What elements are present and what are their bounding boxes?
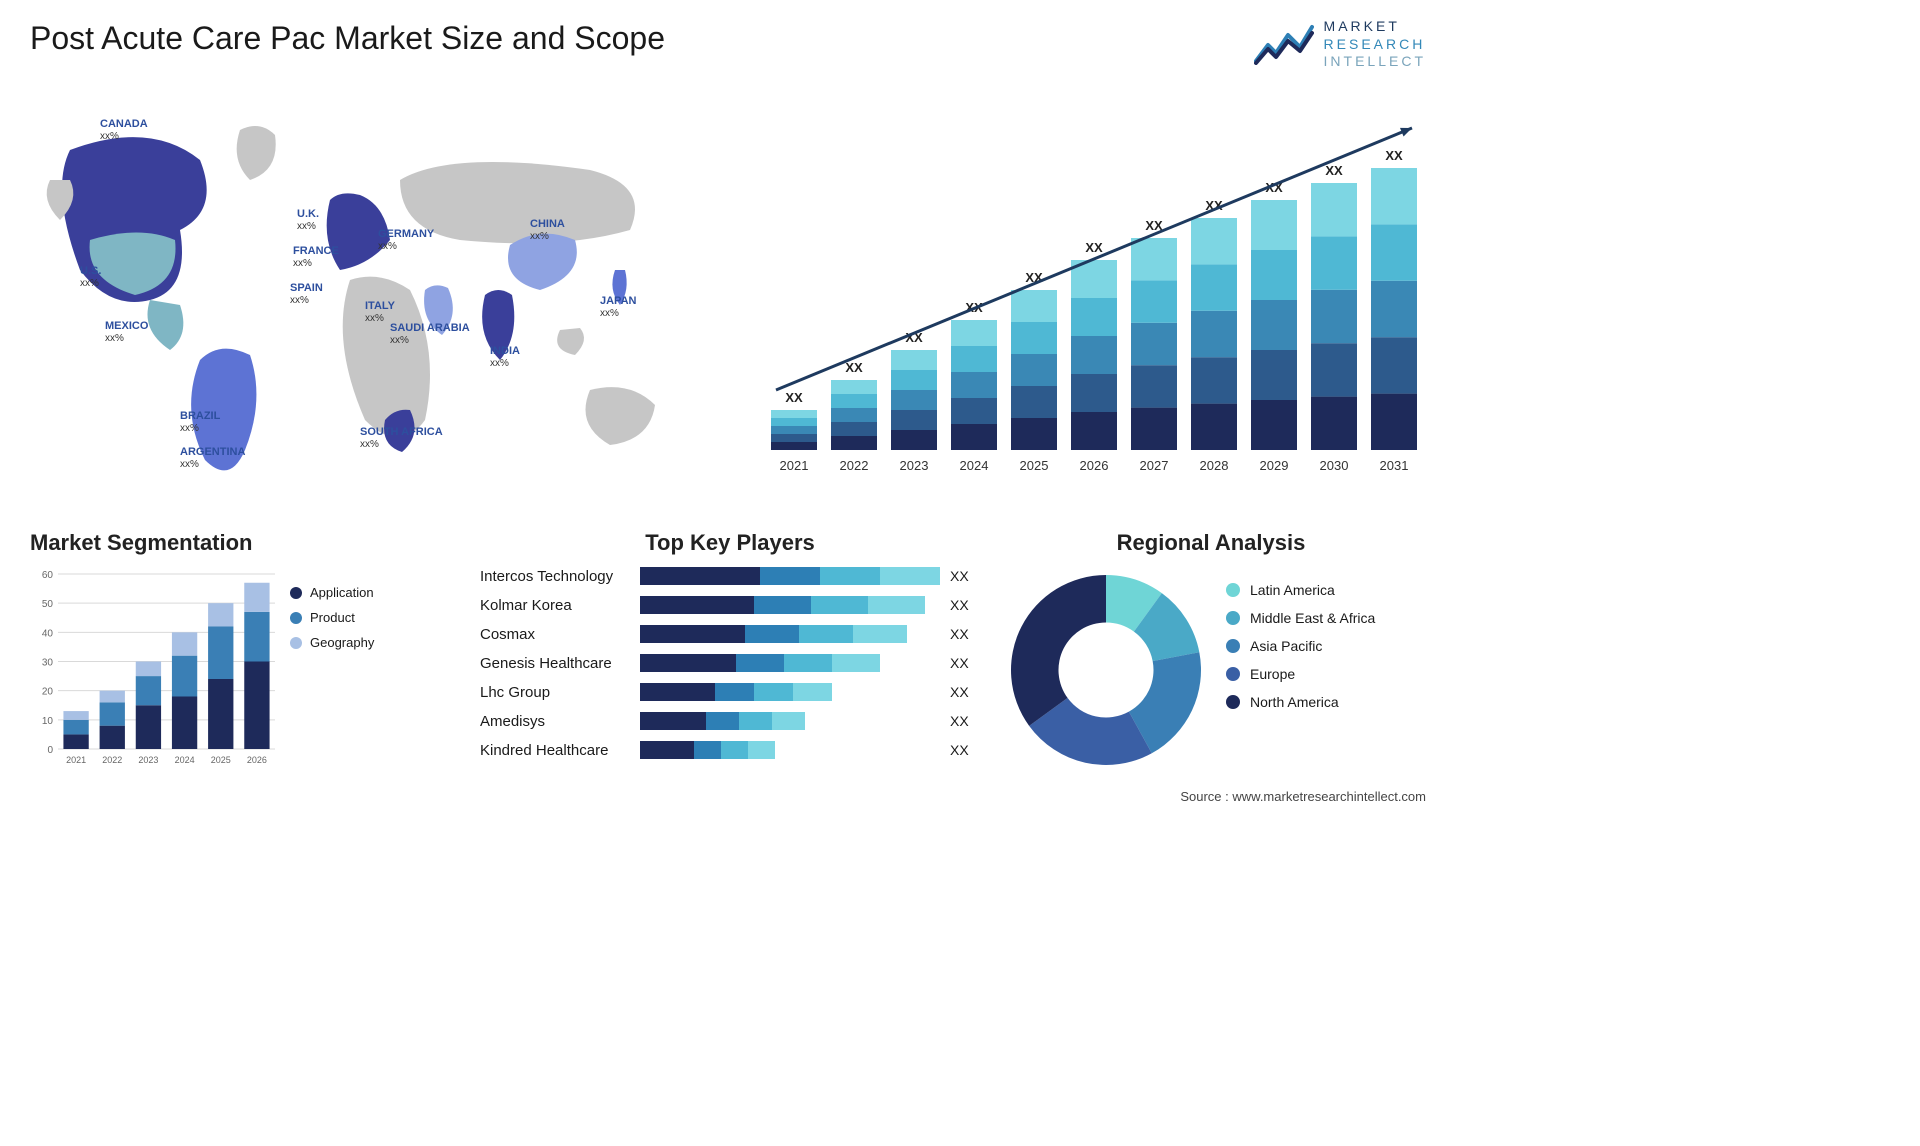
svg-text:60: 60	[42, 570, 54, 581]
country-label: SOUTH AFRICAxx%	[360, 426, 443, 450]
svg-text:2022: 2022	[102, 755, 122, 765]
market-segmentation: Market Segmentation 0 10 20 30 40 50 60 2021 202…	[30, 530, 450, 780]
player-row: Cosmax XX	[480, 622, 980, 646]
player-value: XX	[950, 684, 980, 700]
svg-text:2025: 2025	[211, 755, 231, 765]
svg-text:2030: 2030	[1320, 458, 1349, 473]
svg-text:2024: 2024	[960, 458, 989, 473]
svg-text:2026: 2026	[1080, 458, 1109, 473]
country-label: U.K.xx%	[297, 208, 319, 232]
svg-text:2023: 2023	[138, 755, 158, 765]
svg-text:30: 30	[42, 658, 54, 669]
legend-item: Latin America	[1226, 582, 1375, 598]
top-key-players: Top Key Players Intercos TechnologyXXKol…	[480, 530, 980, 780]
svg-text:2031: 2031	[1380, 458, 1409, 473]
country-label: SAUDI ARABIAxx%	[390, 322, 470, 346]
legend-item: Middle East & Africa	[1226, 610, 1375, 626]
svg-text:20: 20	[42, 687, 54, 698]
svg-text:2023: 2023	[900, 458, 929, 473]
country-label: CANADAxx%	[100, 118, 148, 142]
svg-text:2021: 2021	[780, 458, 809, 473]
logo-icon	[1254, 23, 1314, 65]
player-value: XX	[950, 713, 980, 729]
country-label: INDIAxx%	[490, 345, 520, 369]
segmentation-title: Market Segmentation	[30, 530, 450, 556]
player-name: Lhc Group	[480, 684, 640, 701]
svg-text:0: 0	[47, 745, 53, 756]
page-title: Post Acute Care Pac Market Size and Scop…	[30, 20, 665, 57]
player-name: Amedisys	[480, 713, 640, 730]
country-label: CHINAxx%	[530, 218, 565, 242]
country-label: ITALYxx%	[365, 300, 395, 324]
svg-text:50: 50	[42, 599, 54, 610]
svg-text:2022: 2022	[840, 458, 869, 473]
svg-text:2026: 2026	[247, 755, 267, 765]
world-map: CANADAxx% U.S.xx% MEXICOxx% BRAZILxx% ARGENT…	[30, 90, 730, 490]
player-name: Genesis Healthcare	[480, 655, 640, 672]
regional-title: Regional Analysis	[1117, 530, 1306, 556]
logo-text: MARKET RESEARCH INTELLECT	[1324, 18, 1426, 71]
player-row: Genesis Healthcare XX	[480, 651, 980, 675]
country-label: MEXICOxx%	[105, 320, 148, 344]
growth-chart: 2021XX2022XX2023XX2024XX2025XX2026XX2027…	[766, 105, 1426, 485]
legend-item: Geography	[290, 635, 374, 650]
player-row: Intercos Technology XX	[480, 564, 980, 588]
country-label: BRAZILxx%	[180, 410, 220, 434]
svg-text:XX: XX	[1325, 163, 1343, 178]
country-label: JAPANxx%	[600, 295, 636, 319]
source-note: Source : www.marketresearchintellect.com	[1180, 789, 1426, 804]
player-value: XX	[950, 626, 980, 642]
svg-text:2027: 2027	[1140, 458, 1169, 473]
svg-text:XX: XX	[1385, 148, 1403, 163]
svg-text:XX: XX	[845, 360, 863, 375]
player-row: Lhc Group XX	[480, 680, 980, 704]
player-name: Cosmax	[480, 626, 640, 643]
player-name: Kindred Healthcare	[480, 742, 640, 759]
country-label: SPAINxx%	[290, 282, 323, 306]
legend-item: Product	[290, 610, 374, 625]
players-title: Top Key Players	[480, 530, 980, 556]
player-row: Amedisys XX	[480, 709, 980, 733]
regional-legend: Latin America Middle East & Africa Asia Pa…	[1226, 570, 1375, 780]
regional-analysis: Regional Analysis Latin America Middle Ea…	[996, 530, 1426, 780]
country-label: U.S.xx%	[80, 265, 101, 289]
player-row: Kolmar Korea XX	[480, 593, 980, 617]
svg-text:2021: 2021	[66, 755, 86, 765]
svg-text:XX: XX	[785, 390, 803, 405]
country-label: FRANCExx%	[293, 245, 339, 269]
legend-item: Application	[290, 585, 374, 600]
svg-text:2024: 2024	[175, 755, 195, 765]
svg-text:10: 10	[42, 716, 54, 727]
legend-item: Asia Pacific	[1226, 638, 1375, 654]
player-value: XX	[950, 655, 980, 671]
player-value: XX	[950, 597, 980, 613]
player-value: XX	[950, 568, 980, 584]
player-row: Kindred Healthcare XX	[480, 738, 980, 762]
country-label: GERMANYxx%	[378, 228, 434, 252]
svg-text:XX: XX	[1085, 240, 1103, 255]
segmentation-legend: Application Product Geography	[290, 575, 374, 660]
player-value: XX	[950, 742, 980, 758]
legend-item: Europe	[1226, 666, 1375, 682]
svg-text:2029: 2029	[1260, 458, 1289, 473]
svg-text:40: 40	[42, 628, 54, 639]
svg-text:2028: 2028	[1200, 458, 1229, 473]
legend-item: North America	[1226, 694, 1375, 710]
svg-text:2025: 2025	[1020, 458, 1049, 473]
player-name: Kolmar Korea	[480, 597, 640, 614]
logo: MARKET RESEARCH INTELLECT	[1254, 18, 1426, 71]
player-name: Intercos Technology	[480, 568, 640, 585]
country-label: ARGENTINAxx%	[180, 446, 245, 470]
